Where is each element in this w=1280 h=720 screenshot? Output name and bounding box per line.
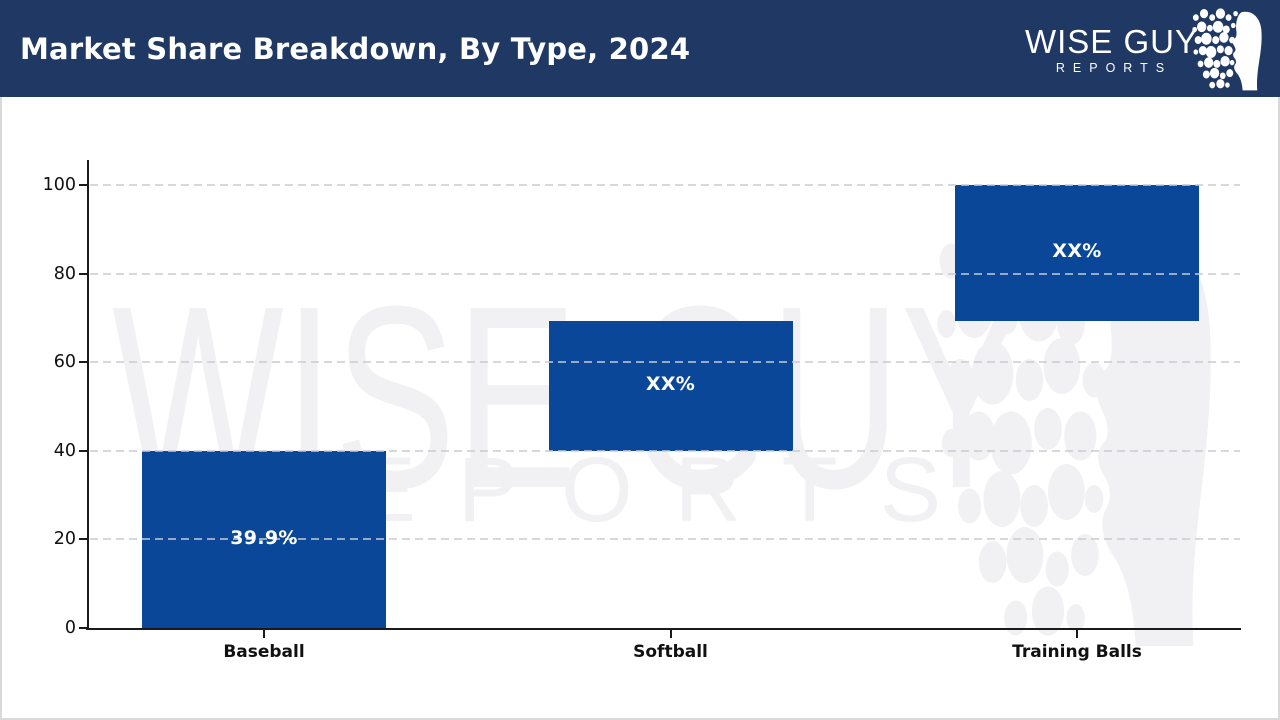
logo-text: WISE GUY REPORTS [1025, 25, 1198, 75]
x-tick-baseball [263, 630, 265, 638]
y-tick-label-0: 0 [64, 618, 76, 638]
y-tick-60 [79, 361, 87, 364]
x-axis-label-softball: Softball [633, 642, 708, 662]
x-axis-line [86, 627, 1241, 631]
logo-face-dots-icon [1192, 8, 1262, 91]
y-tick-0 [79, 627, 87, 629]
wise-guy-reports-logo: WISE GUY REPORTS [1025, 7, 1266, 93]
y-tick-label-20: 20 [53, 529, 76, 550]
y-tick-100 [79, 184, 87, 186]
y-axis-line [87, 160, 90, 630]
x-tick-training-balls [1076, 630, 1078, 638]
y-tick-label-80: 80 [53, 263, 76, 284]
logo-wordmark: WISE GUY [1024, 23, 1198, 61]
chart-title: Market Share Breakdown, By Type, 2024 [20, 31, 691, 66]
logo-subtitle: REPORTS [1055, 60, 1173, 75]
bar-label-baseball: 39.9% [230, 526, 298, 549]
bar-softball [548, 321, 793, 452]
gridline-100 [90, 184, 1240, 186]
y-tick-label-100: 100 [42, 175, 76, 195]
y-tick-label-60: 60 [53, 352, 76, 373]
gridline-80 [90, 272, 1240, 275]
y-tick-label-40: 40 [53, 440, 76, 461]
gridline-60 [90, 361, 1240, 364]
x-axis-label-baseball: Baseball [223, 642, 305, 662]
y-tick-80 [79, 272, 87, 275]
x-tick-softball [669, 630, 672, 638]
y-tick-20 [79, 538, 87, 541]
x-axis-label-training-balls: Training Balls [1012, 642, 1142, 662]
y-tick-40 [79, 449, 87, 452]
gridline-20 [90, 538, 1240, 541]
gridline-40 [90, 449, 1240, 452]
bar-label-training-balls: XX% [1052, 240, 1102, 262]
bar-label-softball: XX% [645, 373, 696, 396]
header-bar: Market Share Breakdown, By Type, 2024 WI… [0, 0, 1280, 97]
